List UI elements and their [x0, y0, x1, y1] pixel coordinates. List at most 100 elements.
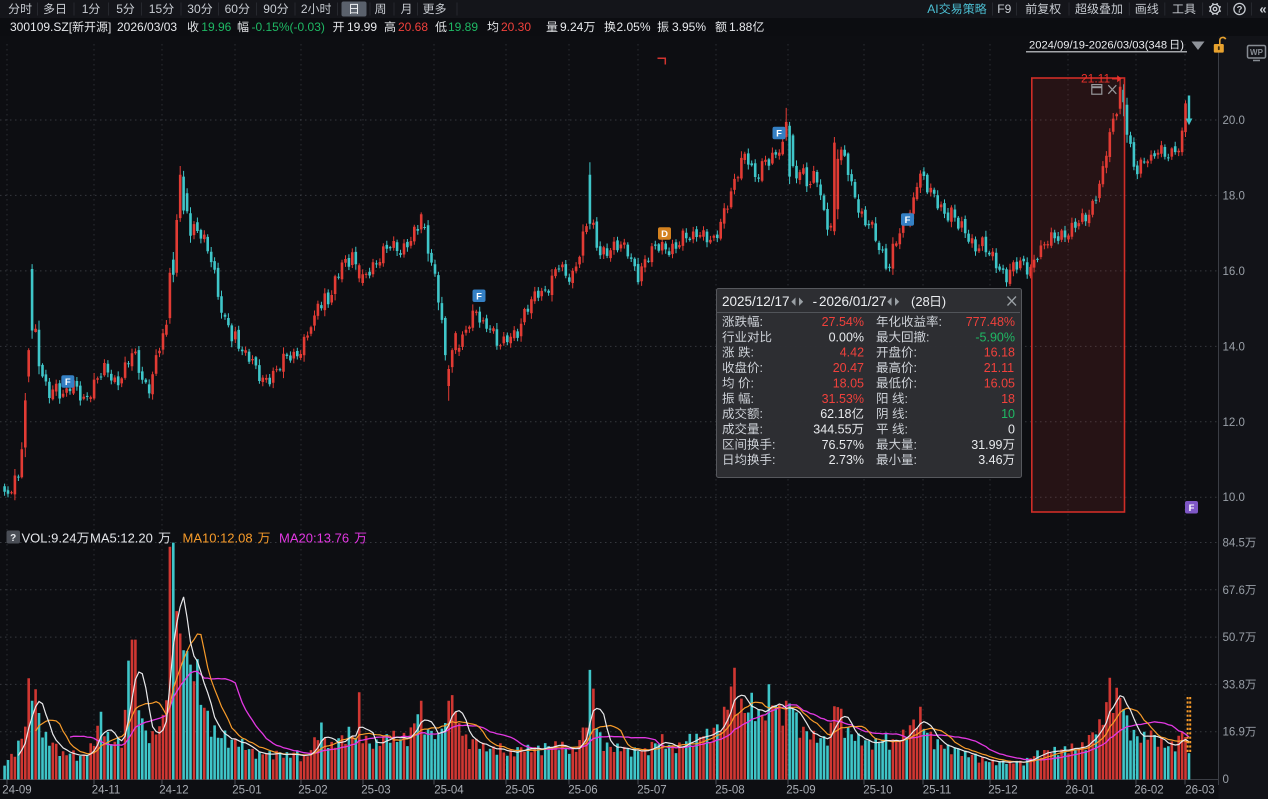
svg-text:12.0: 12.0	[1223, 417, 1245, 429]
svg-text:50.7: 50.7	[1223, 632, 1245, 644]
svg-text:20.68: 20.68	[398, 20, 428, 34]
svg-text:-0.15%(-0.03): -0.15%(-0.03)	[252, 20, 325, 34]
svg-text:1.88: 1.88	[729, 20, 753, 34]
svg-text:25-01: 25-01	[232, 785, 261, 797]
svg-text:25-03: 25-03	[361, 785, 390, 797]
svg-text:16.0: 16.0	[1223, 266, 1245, 278]
svg-text:0: 0	[1223, 774, 1229, 786]
svg-text:(28: (28	[911, 294, 930, 309]
svg-text::: :	[760, 422, 763, 436]
svg-text:25-07: 25-07	[637, 785, 666, 797]
svg-text:25-02: 25-02	[298, 785, 327, 797]
svg-text:26-03: 26-03	[1185, 785, 1214, 797]
svg-text:20.30: 20.30	[501, 20, 531, 34]
svg-text:0: 0	[1008, 422, 1015, 436]
svg-text::: :	[914, 346, 917, 360]
svg-text:21.11: 21.11	[1081, 72, 1110, 86]
svg-text:3.95%: 3.95%	[672, 20, 706, 34]
svg-text:2026/03/03: 2026/03/03	[117, 20, 177, 34]
svg-text::: :	[926, 330, 929, 344]
svg-text:84.5: 84.5	[1223, 538, 1245, 550]
svg-text:): )	[1180, 40, 1184, 52]
svg-text::: :	[905, 392, 908, 406]
svg-text:31.99: 31.99	[971, 438, 1002, 452]
svg-text:14.0: 14.0	[1223, 341, 1245, 353]
svg-text:25-12: 25-12	[988, 785, 1017, 797]
svg-text:777.48%: 777.48%	[966, 315, 1015, 329]
svg-text:10.0: 10.0	[1223, 492, 1245, 504]
svg-text:25-05: 25-05	[505, 785, 534, 797]
svg-text:F9: F9	[997, 2, 1011, 16]
svg-text:16.18: 16.18	[984, 346, 1015, 360]
svg-text:25-04: 25-04	[434, 785, 464, 797]
svg-text::: :	[772, 453, 775, 467]
svg-text:0.00%: 0.00%	[829, 330, 864, 344]
svg-text:2025/12/17: 2025/12/17	[722, 294, 790, 309]
svg-text:30: 30	[187, 2, 201, 16]
svg-text:21.11: 21.11	[984, 361, 1014, 375]
svg-text:F: F	[905, 215, 911, 226]
svg-text::: :	[772, 438, 775, 452]
svg-text:20.47: 20.47	[833, 361, 864, 375]
svg-text::: :	[751, 346, 754, 360]
svg-text::: :	[939, 315, 942, 329]
svg-text:-: -	[813, 294, 818, 309]
svg-text:18.05: 18.05	[833, 376, 864, 390]
svg-text::: :	[905, 422, 908, 436]
svg-text:27.54%: 27.54%	[822, 315, 864, 329]
svg-text:10: 10	[1001, 407, 1015, 421]
svg-text:5: 5	[116, 2, 123, 16]
svg-text:25-11: 25-11	[923, 785, 952, 797]
svg-text:3.46: 3.46	[978, 453, 1002, 467]
svg-text:2.05%: 2.05%	[617, 20, 651, 34]
svg-text:62.18: 62.18	[820, 407, 851, 421]
svg-text:AI: AI	[927, 2, 938, 16]
svg-text:MA10:12.08: MA10:12.08	[183, 531, 253, 546]
svg-text:F: F	[65, 377, 71, 388]
svg-text:4.42: 4.42	[840, 346, 864, 360]
svg-text:26-02: 26-02	[1134, 785, 1163, 797]
svg-text::: :	[905, 407, 908, 421]
svg-text:16.9: 16.9	[1223, 727, 1245, 739]
svg-text::: :	[751, 392, 754, 406]
svg-text:60: 60	[225, 2, 239, 16]
svg-text:33.8: 33.8	[1223, 679, 1245, 691]
svg-text::: :	[914, 453, 917, 467]
svg-text:19.96: 19.96	[201, 20, 231, 34]
svg-text:24-12: 24-12	[159, 785, 188, 797]
svg-text:19.99: 19.99	[347, 20, 377, 34]
svg-text:31.53%: 31.53%	[822, 392, 864, 406]
svg-text:): )	[942, 294, 946, 309]
svg-text:344.55: 344.55	[813, 422, 851, 436]
svg-text:18.0: 18.0	[1223, 190, 1245, 202]
svg-text:?: ?	[1237, 5, 1243, 16]
svg-text:24-11: 24-11	[92, 785, 121, 797]
svg-text:25-09: 25-09	[786, 785, 815, 797]
svg-text::: :	[914, 361, 917, 375]
svg-text:]: ]	[108, 20, 111, 34]
svg-text:-5.90%: -5.90%	[975, 330, 1015, 344]
svg-text:WP: WP	[1250, 48, 1264, 57]
svg-text:MA20:13.76: MA20:13.76	[279, 531, 349, 546]
svg-text:F: F	[776, 129, 782, 140]
svg-text:20.0: 20.0	[1223, 115, 1245, 127]
svg-text::: :	[760, 407, 763, 421]
svg-text:MA5:12.20: MA5:12.20	[90, 531, 153, 546]
svg-text:25-08: 25-08	[715, 785, 744, 797]
svg-text::: :	[760, 361, 763, 375]
svg-text:16.05: 16.05	[984, 376, 1015, 390]
svg-text:76.57%: 76.57%	[822, 438, 864, 452]
svg-text:F: F	[1189, 503, 1195, 514]
svg-text:D: D	[661, 229, 668, 240]
svg-text:F: F	[476, 291, 482, 302]
svg-text:9.24: 9.24	[560, 20, 584, 34]
svg-text:19.89: 19.89	[448, 20, 478, 34]
svg-text:25-06: 25-06	[568, 785, 597, 797]
svg-text::: :	[914, 438, 917, 452]
svg-text:2: 2	[301, 2, 308, 16]
svg-text::: :	[914, 376, 917, 390]
svg-text::: :	[751, 376, 754, 390]
svg-text:18: 18	[1001, 392, 1015, 406]
svg-text:2.73%: 2.73%	[829, 453, 864, 467]
svg-text:25-10: 25-10	[863, 785, 892, 797]
